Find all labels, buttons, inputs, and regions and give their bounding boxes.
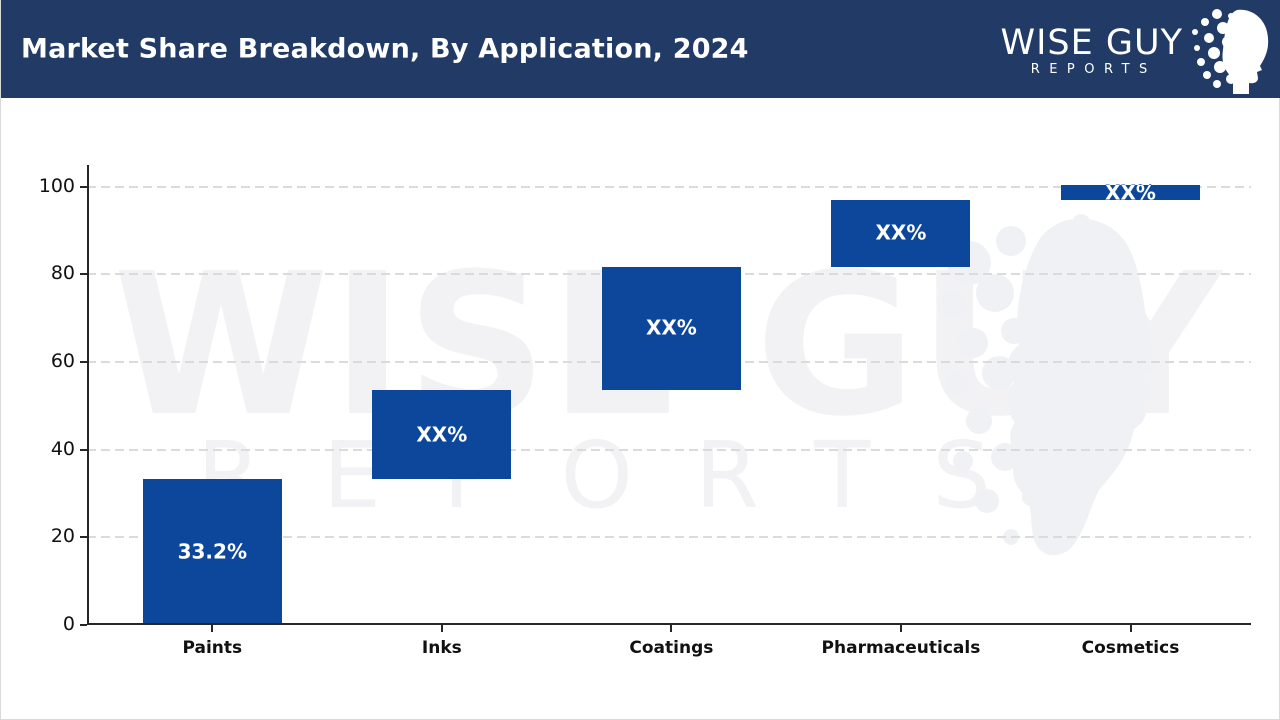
- y-tickmark-60: [80, 361, 87, 364]
- bar-value-label: XX%: [645, 315, 697, 340]
- x-category-label: Pharmaceuticals: [821, 638, 981, 658]
- wise-guy-logo: WISE GUY REPORTS: [991, 4, 1271, 94]
- y-tick-label: 100: [38, 174, 75, 197]
- x-category-label: Inks: [421, 638, 462, 658]
- y-tick-label: 60: [50, 350, 75, 373]
- x-tickmark-pharmaceuticals: [899, 625, 902, 632]
- y-tickmark-0: [80, 624, 87, 626]
- bar-rect: XX%: [601, 266, 741, 391]
- logo-head-icon: [1187, 6, 1271, 98]
- x-tickmark-inks: [440, 625, 443, 632]
- header-bar: Market Share Breakdown, By Application, …: [1, 0, 1280, 98]
- bar-value-label: XX%: [416, 422, 468, 447]
- x-tickmark-coatings: [670, 625, 673, 632]
- bar-inks: XX% XX%: [372, 390, 512, 480]
- bar-rect: XX%: [372, 390, 512, 480]
- x-category-label: Cosmetics: [1081, 638, 1180, 658]
- y-tick-label: 80: [50, 262, 75, 285]
- bar-rect: 33.2%: [142, 479, 282, 625]
- watermark-head-graphic: [939, 205, 1211, 594]
- logo-wordmark: WISE GUY: [1000, 23, 1183, 63]
- y-tick-label: 20: [50, 525, 75, 548]
- bar-value-label: XX%: [1105, 185, 1156, 200]
- bar-pharmaceuticals: XX% XX%: [831, 199, 971, 267]
- x-tickmark-paints: [211, 625, 214, 632]
- bar-cosmetics: XX% XX%: [1061, 181, 1200, 204]
- y-tickmark-80: [80, 273, 87, 276]
- gridline-100: [87, 185, 1251, 188]
- logo-text: WISE GUY REPORTS: [1000, 24, 1183, 77]
- x-axis-line: [87, 623, 1251, 625]
- logo-subtitle: REPORTS: [1030, 62, 1157, 77]
- y-tickmark-20: [80, 536, 87, 539]
- gridline-40: [87, 448, 1251, 451]
- y-axis-line: [87, 165, 89, 625]
- bar-rect: XX%: [831, 199, 971, 267]
- y-tickmark-100: [80, 185, 87, 188]
- y-tick-label: 40: [50, 437, 75, 460]
- bar-coatings: XX% XX%: [601, 266, 741, 391]
- watermark-subtitle: REPORTS: [197, 422, 1053, 529]
- y-tick-label: 0: [62, 613, 75, 635]
- bar-value-label: 33.2%: [177, 539, 247, 564]
- x-category-label: Coatings: [629, 638, 714, 658]
- bar-paints: 33.2% 33.2%: [142, 479, 282, 625]
- x-tickmark-cosmetics: [1129, 625, 1132, 632]
- chart-title: Market Share Breakdown, By Application, …: [21, 33, 749, 65]
- bar-rect: XX%: [1061, 185, 1200, 200]
- x-category-label: Paints: [182, 638, 243, 658]
- y-tickmark-40: [80, 448, 87, 451]
- gridline-20: [87, 536, 1251, 539]
- bar-value-label: XX%: [875, 220, 927, 245]
